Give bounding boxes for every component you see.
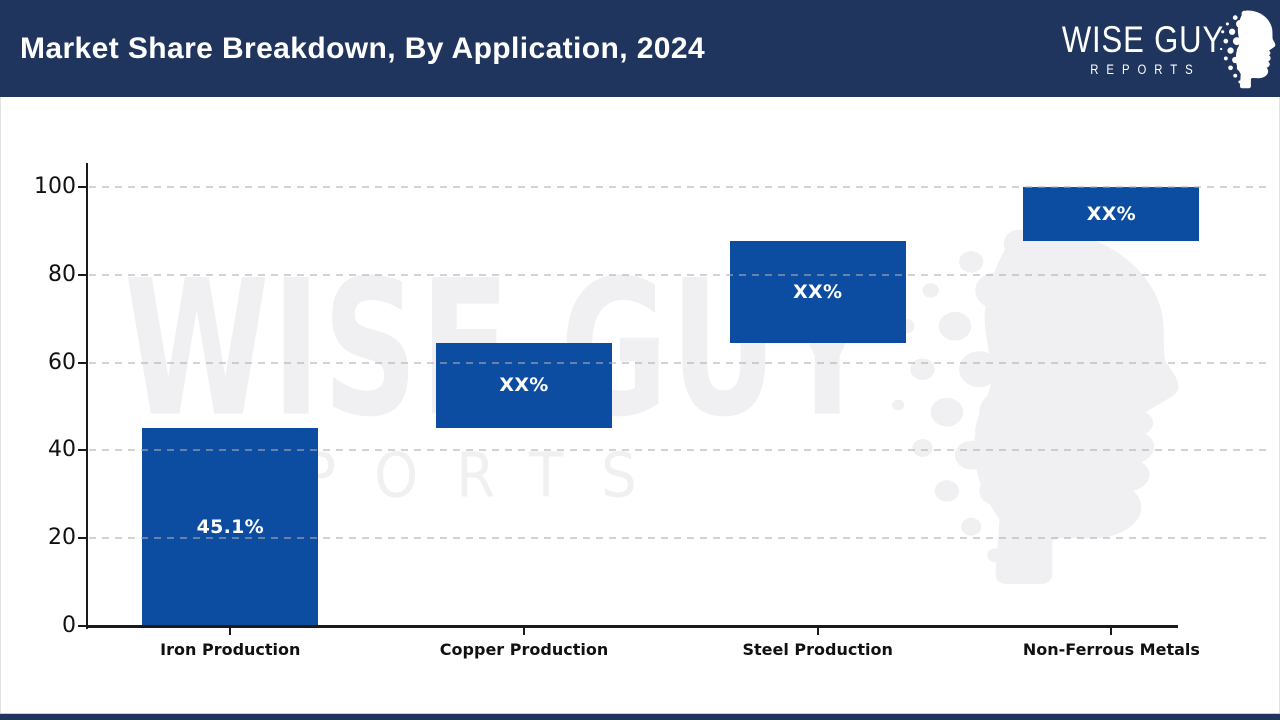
bar-steel-production: XX%: [729, 240, 906, 343]
bar-value-label-non-ferrous-metals: XX%: [1086, 202, 1137, 225]
watermark-head-icon: [892, 229, 1179, 584]
footer-divider: [0, 713, 1280, 714]
x-tick-mark-steel-production: [816, 627, 819, 635]
x-tick-mark-non-ferrous-metals: [1110, 627, 1113, 635]
y-tick-label-20: 20: [48, 525, 76, 551]
wiseguy-head-icon: [1219, 10, 1276, 89]
y-tick-mark-40: [78, 449, 86, 452]
bar-iron-production: 45.1%: [142, 428, 319, 626]
category-label-steel-production: Steel Production: [742, 640, 893, 659]
bar-non-ferrous-metals: XX%: [1023, 187, 1200, 241]
header-bar: Market Share Breakdown, By Application, …: [0, 0, 1280, 97]
wiseguy-logo: WISE GUY REPORTS: [1031, 5, 1276, 93]
bar-value-label-steel-production: XX%: [793, 280, 843, 303]
y-tick-label-40: 40: [48, 437, 76, 463]
page-title: Market Share Breakdown, By Application, …: [20, 31, 706, 65]
y-tick-label-60: 60: [48, 349, 76, 375]
gridline-60: [89, 361, 1272, 364]
logo-wordmark: WISE GUY: [1061, 19, 1224, 60]
category-label-copper-production: Copper Production: [439, 640, 609, 659]
logo-text: WISE GUY REPORTS: [1062, 21, 1224, 77]
y-tick-mark-60: [78, 361, 86, 364]
x-tick-mark-iron-production: [229, 627, 232, 635]
gridline-80: [89, 273, 1272, 276]
bar-value-label-copper-production: XX%: [499, 374, 549, 397]
footer-bar: [0, 714, 1280, 720]
y-tick-mark-80: [78, 273, 86, 276]
y-axis-line: [86, 163, 88, 629]
y-tick-mark-20: [78, 537, 86, 540]
gridline-40: [89, 449, 1272, 452]
y-tick-label-100: 100: [34, 174, 76, 199]
gridline-20: [89, 537, 1272, 540]
y-tick-label-80: 80: [48, 261, 76, 287]
category-label-non-ferrous-metals: Non-Ferrous Metals: [1022, 640, 1200, 659]
y-tick-mark-100: [78, 186, 86, 188]
gridline-100: [89, 186, 1272, 188]
bar-copper-production: XX%: [436, 342, 612, 428]
bar-value-label-iron-production: 45.1%: [196, 515, 264, 538]
category-label-iron-production: Iron Production: [160, 640, 301, 659]
y-tick-label-0: 0: [62, 613, 76, 638]
x-tick-mark-copper-production: [523, 627, 525, 635]
x-axis-line: [86, 625, 1178, 628]
logo-subtext: REPORTS: [1090, 62, 1201, 77]
y-tick-mark-0: [78, 625, 86, 627]
